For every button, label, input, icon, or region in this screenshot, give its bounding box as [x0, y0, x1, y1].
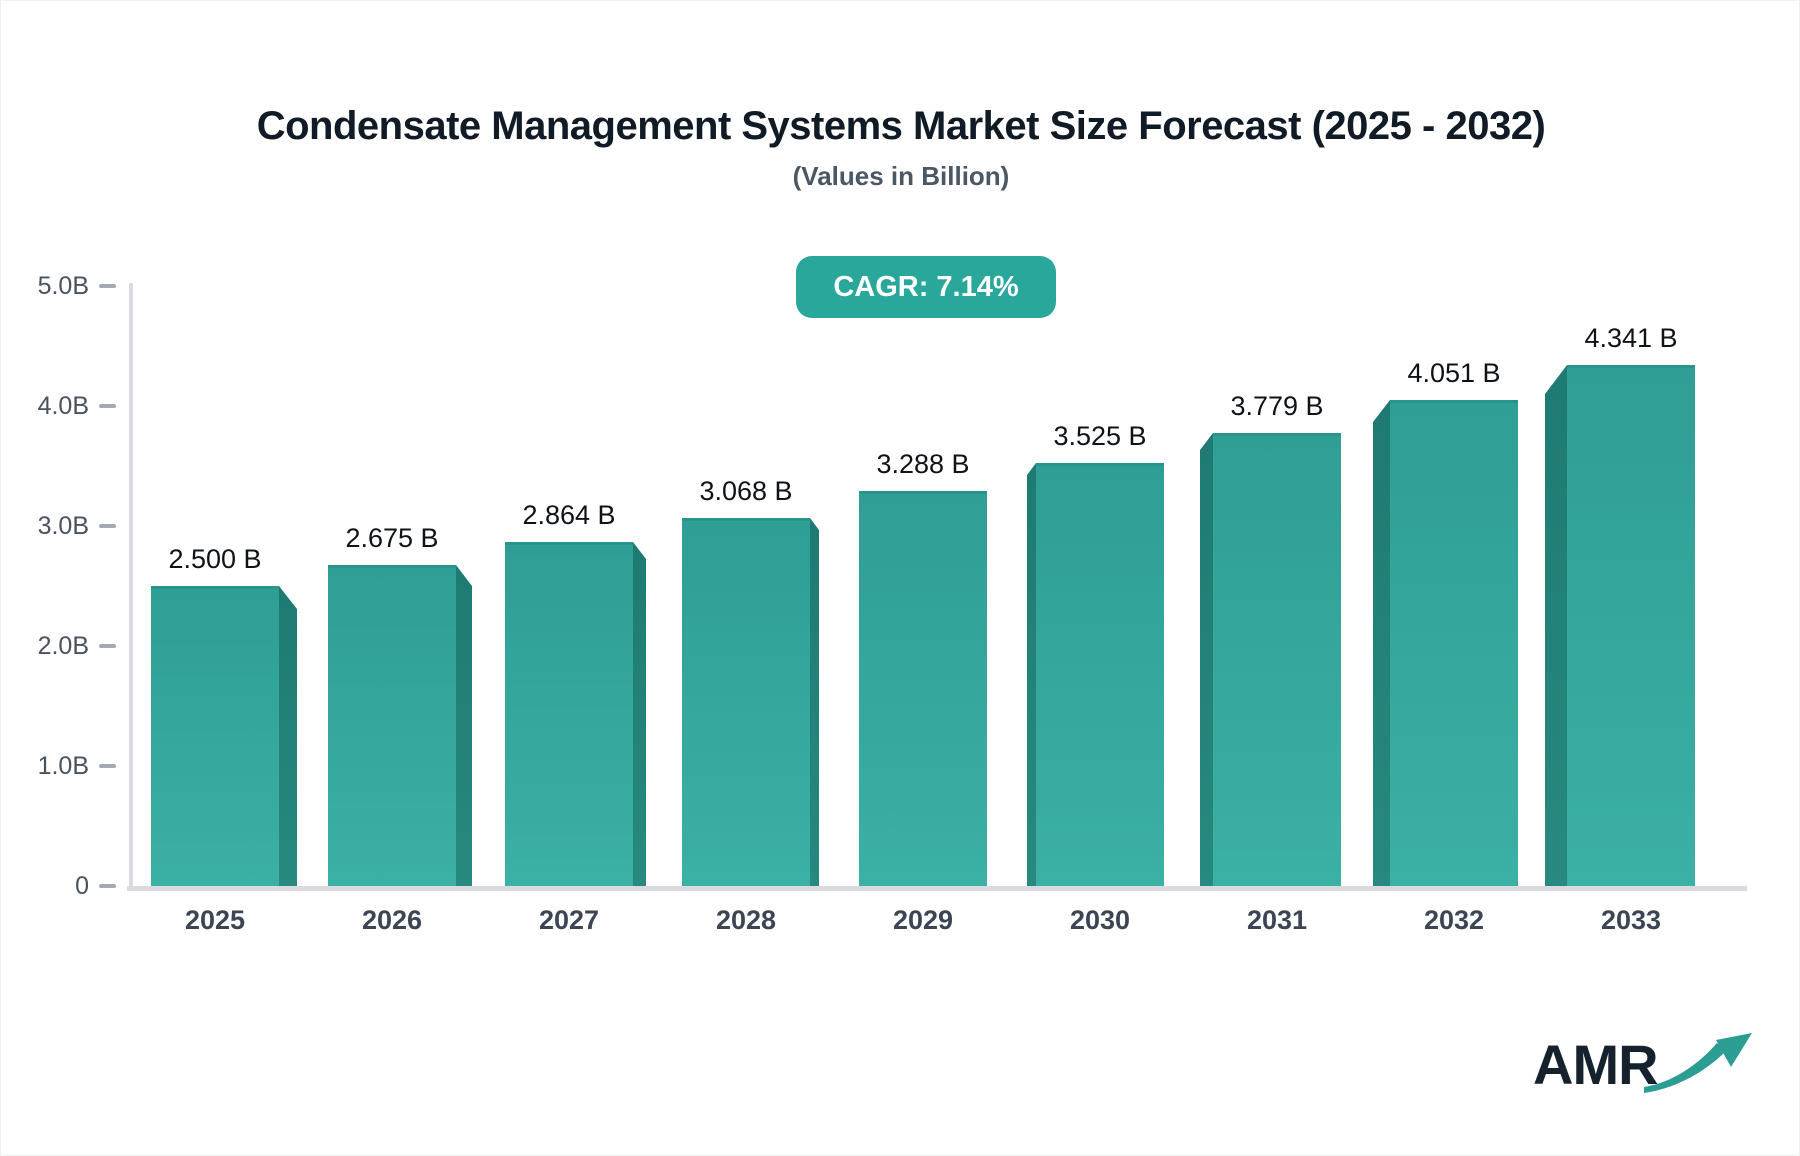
- bar-2033: [1567, 365, 1695, 886]
- bar-2030: [1036, 463, 1164, 886]
- y-tick-label: 0: [75, 872, 89, 900]
- page-title: Condensate Management Systems Market Siz…: [256, 104, 1546, 148]
- y-tick-label: 3.0B: [37, 512, 89, 540]
- x-tick-label: 2033: [1600, 905, 1662, 935]
- bar-2026-side-face: [456, 565, 472, 886]
- bar-2029: [859, 491, 987, 886]
- x-tick-label: 2026: [361, 905, 423, 935]
- y-tick-dash: [99, 884, 116, 888]
- x-tick-label: 2027: [538, 905, 600, 935]
- bar-value-label: 2.500 B: [168, 544, 262, 574]
- y-tick-label: 4.0B: [37, 392, 89, 420]
- bar-2028: [682, 518, 810, 886]
- bar-value-label: 3.779 B: [1230, 391, 1324, 421]
- bar-value-label: 2.864 B: [522, 500, 616, 530]
- bar-2025-side-face: [279, 586, 297, 886]
- x-tick-label: 2032: [1423, 905, 1485, 935]
- x-tick-label: 2028: [715, 905, 777, 935]
- bar-2031-side-face: [1200, 433, 1213, 886]
- x-tick-label: 2029: [892, 905, 954, 935]
- x-axis-line: [127, 886, 1747, 891]
- bar-value-label: 4.341 B: [1584, 323, 1678, 353]
- x-tick-label: 2025: [184, 905, 246, 935]
- y-tick-dash: [99, 284, 116, 288]
- y-tick-dash: [99, 404, 116, 408]
- bar-2028-side-face: [810, 518, 819, 886]
- y-tick-label: 5.0B: [37, 272, 89, 300]
- amr-logo-text: AMR: [1533, 1033, 1659, 1096]
- amr-logo: AMR: [1533, 1031, 1756, 1093]
- bar-value-label: 3.288 B: [876, 449, 970, 479]
- x-tick-label: 2030: [1069, 905, 1131, 935]
- bar-value-label: 3.068 B: [699, 476, 793, 506]
- bar-value-label: 4.051 B: [1407, 358, 1501, 388]
- bar-2032: [1390, 400, 1518, 886]
- x-tick-label: 2031: [1246, 905, 1308, 935]
- cagr-badge: CAGR: 7.14%: [796, 256, 1056, 318]
- bar-2027: [505, 542, 633, 886]
- bar-2027-side-face: [633, 542, 646, 886]
- bar-2032-side-face: [1373, 400, 1390, 886]
- y-tick-label: 1.0B: [37, 752, 89, 780]
- trending-up-arrow-icon: [1643, 1033, 1752, 1093]
- bar-2025: [151, 586, 279, 886]
- bar-2031: [1213, 433, 1341, 886]
- y-axis-line: [129, 283, 133, 891]
- bar-value-label: 2.675 B: [345, 523, 439, 553]
- bar-2026: [328, 565, 456, 886]
- bar-2030-side-face: [1027, 463, 1036, 886]
- page-subtitle: (Values in Billion): [792, 161, 1010, 191]
- y-tick-dash: [99, 764, 116, 768]
- bar-2033-side-face: [1545, 365, 1567, 886]
- y-tick-dash: [99, 524, 116, 528]
- bar-value-label: 3.525 B: [1053, 421, 1147, 451]
- y-tick-label: 2.0B: [37, 632, 89, 660]
- y-tick-dash: [99, 644, 116, 648]
